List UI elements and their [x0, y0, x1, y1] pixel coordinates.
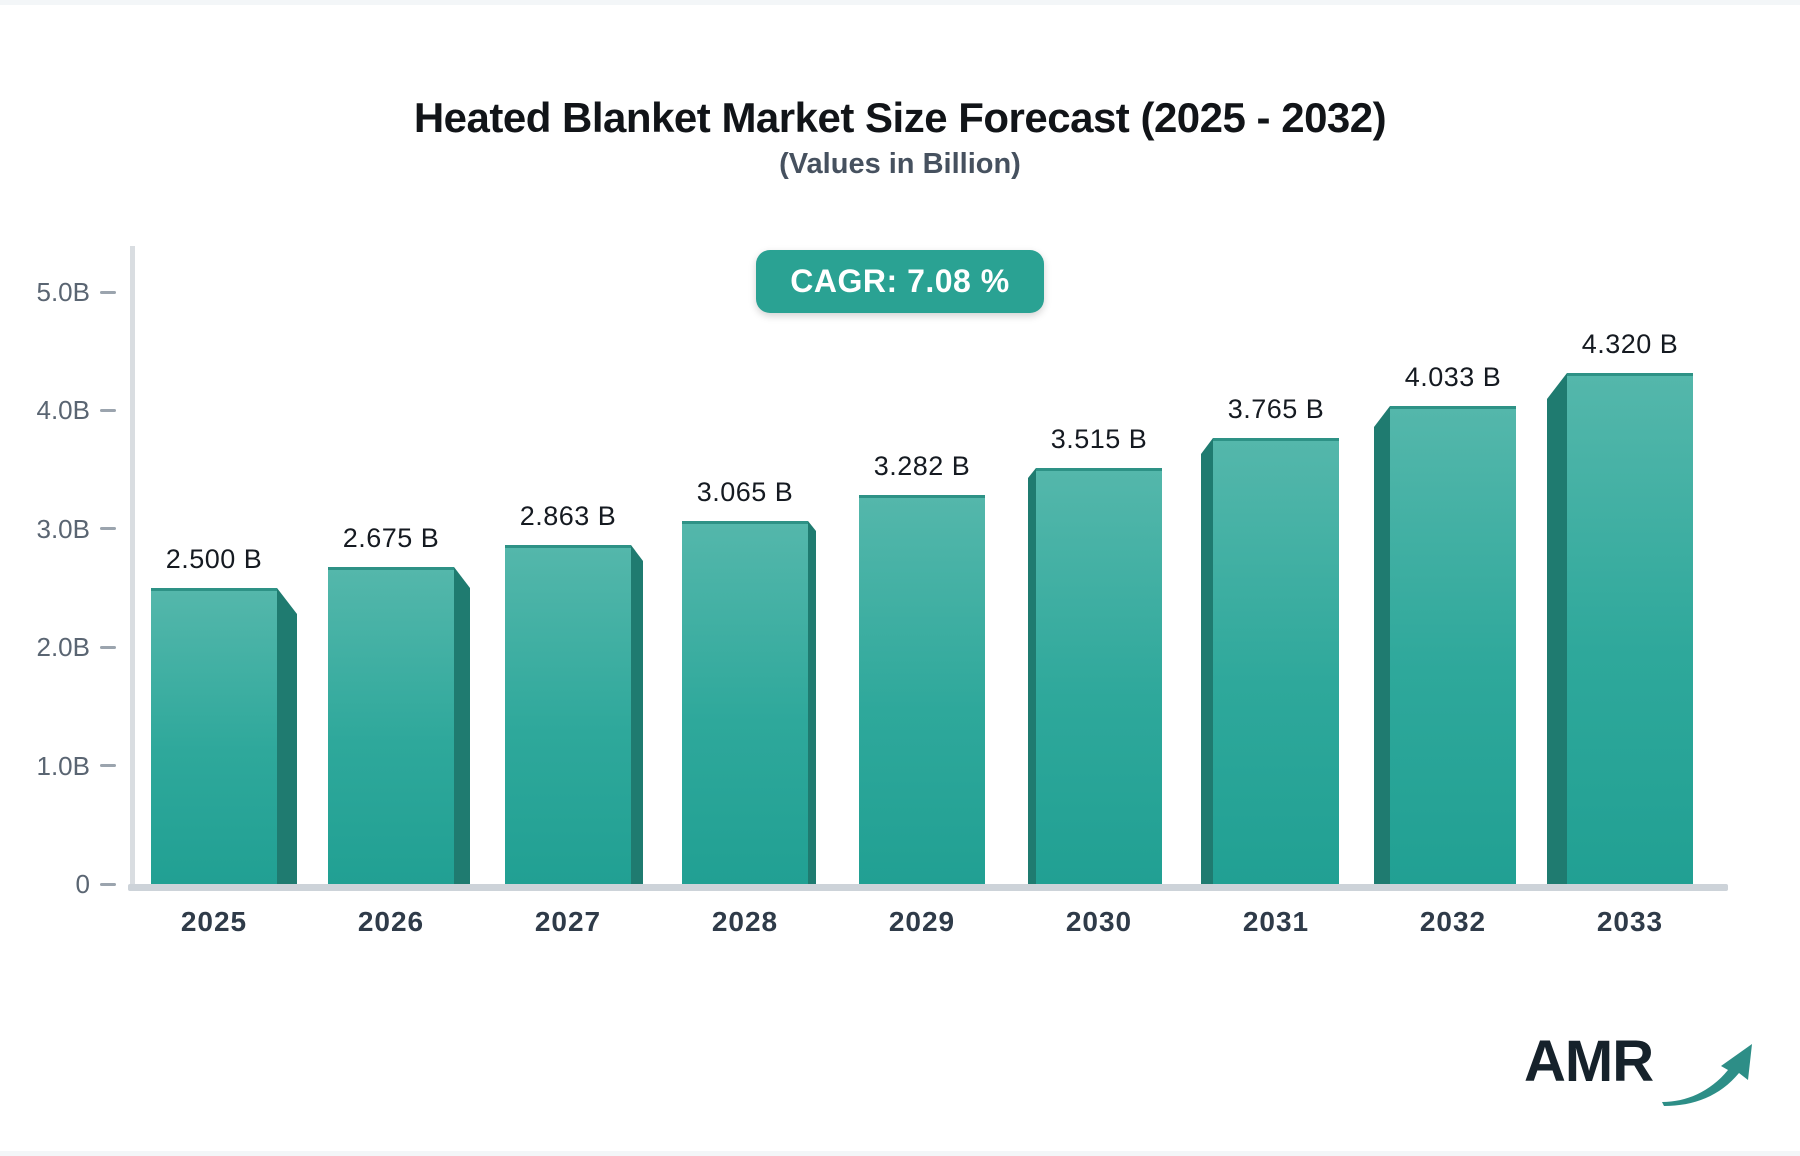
bar-value-label-2029: 3.282 B [873, 451, 971, 481]
y-tick-label-2.0B: 2.0B [36, 632, 91, 663]
bar-value-label-2033: 4.320 B [1581, 329, 1679, 359]
bar-side-2033 [1547, 373, 1567, 884]
x-label-2026: 2026 [357, 906, 425, 937]
x-label-2025: 2025 [180, 906, 248, 937]
bar-side-2025 [277, 588, 297, 884]
amr-logo: AMR [1524, 1028, 1764, 1118]
trending-up-arrow-icon [1662, 1044, 1752, 1106]
bar-side-2026 [454, 567, 470, 884]
bar-2030 [1036, 468, 1162, 884]
y-tick-4.0B [100, 408, 116, 412]
x-label-2033: 2033 [1596, 906, 1664, 937]
bar-value-label-2027: 2.863 B [519, 501, 617, 531]
bar-2029 [859, 495, 985, 884]
cagr-badge: CAGR: 7.08 % [756, 250, 1044, 313]
y-tick-1.0B [100, 764, 116, 768]
bar-value-label-2025: 2.500 B [165, 544, 263, 574]
x-label-2027: 2027 [534, 906, 602, 937]
chart-title: Heated Blanket Market Size Forecast (202… [413, 94, 1387, 141]
bar-value-label-2028: 3.065 B [696, 477, 794, 507]
x-label-2031: 2031 [1242, 906, 1310, 937]
bar-side-2032 [1374, 406, 1390, 884]
y-tick-3.0B [100, 527, 116, 531]
bar-2031 [1213, 438, 1339, 884]
bar-2028 [682, 521, 808, 884]
bar-2026 [328, 567, 454, 884]
y-tick-5.0B [100, 290, 116, 294]
y-axis-line [130, 246, 135, 890]
y-tick-label-5.0B: 5.0B [36, 277, 91, 307]
bar-side-2030 [1028, 468, 1036, 884]
cagr-badge-row: CAGR: 7.08 % [0, 250, 1800, 313]
amr-logo-text: AMR [1524, 1029, 1654, 1094]
y-tick-label-1.0B: 1.0B [36, 750, 91, 781]
bar-2032 [1390, 406, 1516, 884]
y-tick-label-4.0B: 4.0B [36, 395, 91, 426]
bar-2025 [151, 588, 277, 884]
y-tick-2.0B [100, 645, 116, 649]
x-label-2032: 2032 [1419, 906, 1487, 937]
bar-2033 [1567, 373, 1693, 884]
bar-side-2027 [631, 545, 643, 884]
y-tick-label-0: 0 [75, 869, 90, 899]
bar-value-label-2030: 3.515 B [1050, 424, 1148, 454]
x-label-2030: 2030 [1065, 906, 1133, 937]
bar-2027 [505, 545, 631, 884]
bar-value-label-2026: 2.675 B [342, 523, 440, 553]
bar-side-2031 [1201, 438, 1213, 884]
bar-side-2028 [808, 521, 816, 884]
chart-subtitle: (Values in Billion) [779, 148, 1021, 180]
bar-value-label-2032: 4.033 B [1404, 362, 1502, 392]
x-label-2029: 2029 [888, 906, 956, 937]
x-label-2028: 2028 [711, 906, 779, 937]
y-tick-0 [100, 882, 116, 886]
y-tick-label-3.0B: 3.0B [36, 513, 91, 544]
x-axis-baseline [128, 884, 1728, 891]
bar-value-label-2031: 3.765 B [1227, 394, 1325, 424]
